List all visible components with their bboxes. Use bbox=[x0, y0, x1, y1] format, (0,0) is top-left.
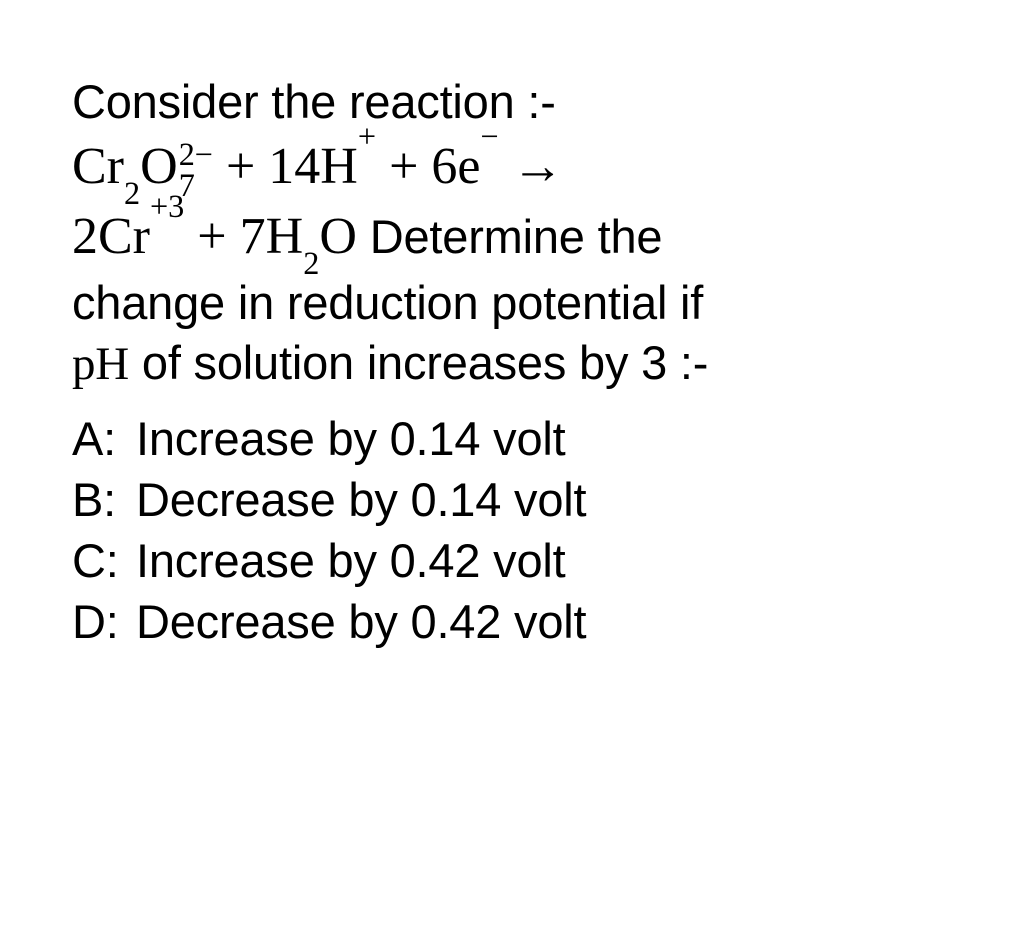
option-b-text: Decrease by 0.14 volt bbox=[136, 469, 586, 530]
eq1-arrow: → bbox=[499, 138, 564, 195]
eq1-o-sup: 2− bbox=[179, 139, 213, 170]
question-line-3: change in reduction potential if bbox=[72, 276, 703, 329]
eq1-plus2: + 6e bbox=[376, 138, 480, 195]
option-d: D: Decrease by 0.42 volt bbox=[72, 591, 976, 652]
eq2-cr-sup: +3 bbox=[150, 188, 184, 224]
eq2-h2-sub: 2 bbox=[303, 245, 319, 281]
equation-line-1: Cr2O2−7 + 14H+ + 6e− → bbox=[72, 138, 564, 195]
option-b: B: Decrease by 0.14 volt bbox=[72, 469, 976, 530]
question-body: Consider the reaction :- Cr2O2−7 + 14H+ … bbox=[72, 72, 976, 394]
question-page: Consider the reaction :- Cr2O2−7 + 14H+ … bbox=[0, 0, 1024, 700]
option-a: A: Increase by 0.14 volt bbox=[72, 408, 976, 469]
eq2-tail: Determine the bbox=[357, 210, 662, 263]
question-line-4-post: of solution increases by 3 :- bbox=[129, 336, 708, 389]
eq1-cr: Cr bbox=[72, 138, 124, 195]
options-list: A: Increase by 0.14 volt B: Decrease by … bbox=[72, 408, 976, 652]
option-a-key: A: bbox=[72, 408, 136, 469]
option-d-text: Decrease by 0.42 volt bbox=[136, 591, 586, 652]
eq2-2cr: 2Cr bbox=[72, 208, 150, 265]
eq2-o: O bbox=[319, 208, 357, 265]
eq1-cr-sub: 2 bbox=[124, 175, 140, 211]
option-d-key: D: bbox=[72, 591, 136, 652]
option-a-text: Increase by 0.14 volt bbox=[136, 408, 566, 469]
ph-label: pH bbox=[72, 338, 129, 390]
eq1-o: O bbox=[140, 138, 178, 195]
equation-line-2: 2Cr+3 + 7H2O bbox=[72, 208, 357, 265]
eq1-plus1: + 14H bbox=[213, 138, 358, 195]
option-c-key: C: bbox=[72, 530, 136, 591]
eq1-h-sup: + bbox=[358, 118, 376, 154]
eq1-e-sup: − bbox=[480, 118, 498, 154]
option-c: C: Increase by 0.42 volt bbox=[72, 530, 976, 591]
option-c-text: Increase by 0.42 volt bbox=[136, 530, 566, 591]
eq2-plus: + 7H bbox=[184, 208, 303, 265]
option-b-key: B: bbox=[72, 469, 136, 530]
